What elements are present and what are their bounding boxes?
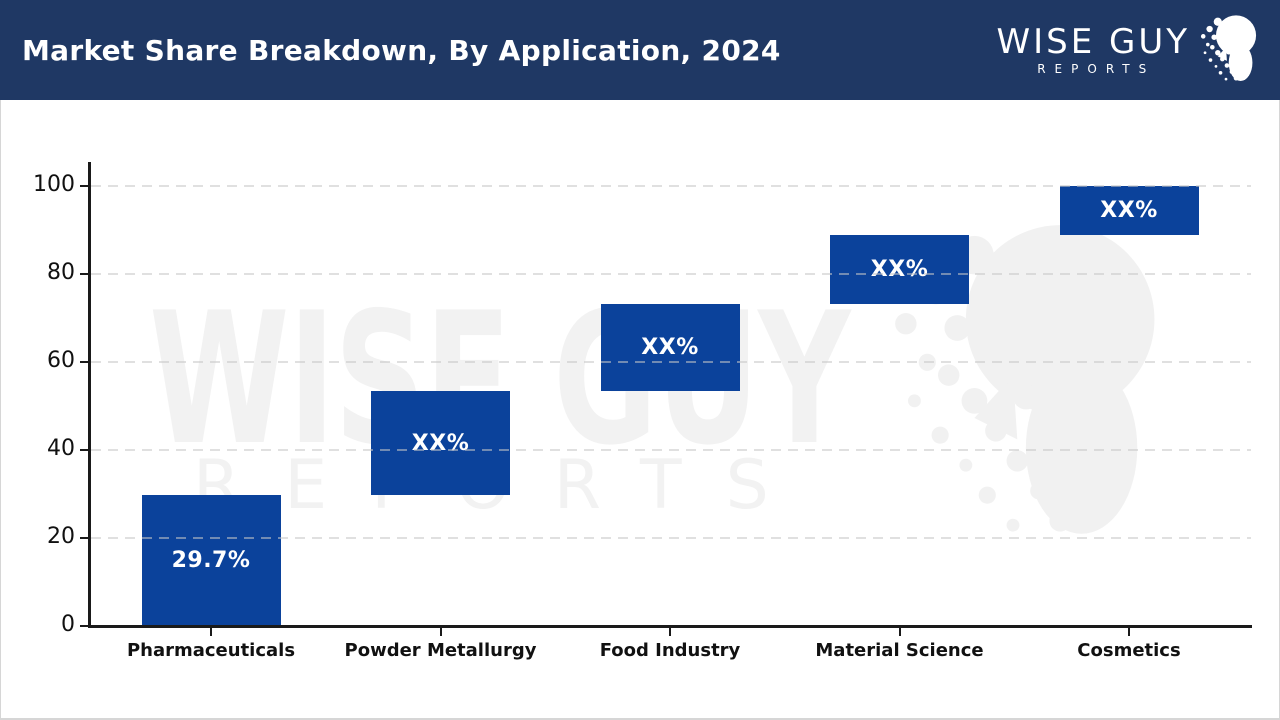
- y-axis-tick-label: 40: [47, 436, 75, 461]
- x-axis-category-label: Material Science: [815, 640, 984, 661]
- gridline-40: [91, 449, 1251, 451]
- bar-value-label: XX%: [870, 256, 929, 282]
- bar-cosmetics: XX%: [1059, 186, 1199, 235]
- chart-title: Market Share Breakdown, By Application, …: [22, 33, 781, 67]
- chart-canvas: WISE GUY REPORTS 020406080100Pharmaceuti…: [0, 100, 1280, 720]
- bar-value-label: XX%: [411, 430, 470, 456]
- bar-value-label: XX%: [641, 334, 699, 360]
- x-axis-category-label: Pharmaceuticals: [126, 640, 296, 661]
- y-axis-tick-label: 0: [61, 612, 75, 637]
- bar-food-industry: XX%: [600, 303, 740, 392]
- y-axis-spine: [88, 162, 91, 628]
- bar-material-science: XX%: [830, 234, 969, 304]
- logo-text: WISE GUY REPORTS: [996, 21, 1190, 76]
- y-tick-mark: [80, 273, 88, 275]
- x-axis-category-label: Powder Metallurgy: [344, 640, 537, 661]
- x-axis-category-label: Cosmetics: [1077, 640, 1181, 661]
- bar-powder-metallurgy: XX%: [371, 391, 510, 496]
- x-tick-mark: [898, 628, 901, 636]
- y-axis-tick-label: 100: [33, 172, 75, 197]
- wise-guy-reports-logo: WISE GUY REPORTS: [996, 9, 1258, 91]
- y-tick-mark: [80, 185, 88, 187]
- plot-area: 0 20 40 60 80 100 Pharmaceuticals Powder Metall…: [1, 100, 1279, 718]
- y-axis-tick-label: 60: [47, 348, 75, 373]
- bar-pharmaceuticals: 29.7%: [141, 495, 281, 626]
- x-axis-spine: [88, 625, 1252, 628]
- y-tick-mark: [80, 449, 88, 451]
- bar-value-label: 29.7%: [171, 548, 251, 574]
- y-axis-tick-label: 80: [47, 260, 75, 285]
- y-tick-mark: [80, 537, 88, 539]
- gridline-100: [91, 185, 1251, 187]
- gridline-60: [91, 361, 1251, 363]
- x-tick-mark: [210, 628, 212, 636]
- x-axis-category-label: Food Industry: [599, 640, 741, 661]
- x-tick-mark: [439, 628, 442, 636]
- gridline-80: [91, 273, 1251, 275]
- header-bar: Market Share Breakdown, By Application, …: [0, 0, 1280, 100]
- y-tick-mark: [80, 625, 88, 627]
- logo-subtitle: REPORTS: [1037, 61, 1156, 76]
- x-tick-mark: [669, 628, 671, 636]
- y-tick-mark: [80, 361, 88, 363]
- logo-wordmark: WISE GUY: [996, 21, 1190, 62]
- gridline-20: [91, 537, 1251, 539]
- bar-value-label: XX%: [1100, 197, 1158, 223]
- x-tick-mark: [1128, 628, 1130, 636]
- y-axis-tick-label: 20: [47, 524, 75, 549]
- dotted-face-profile-icon: [1200, 15, 1257, 81]
